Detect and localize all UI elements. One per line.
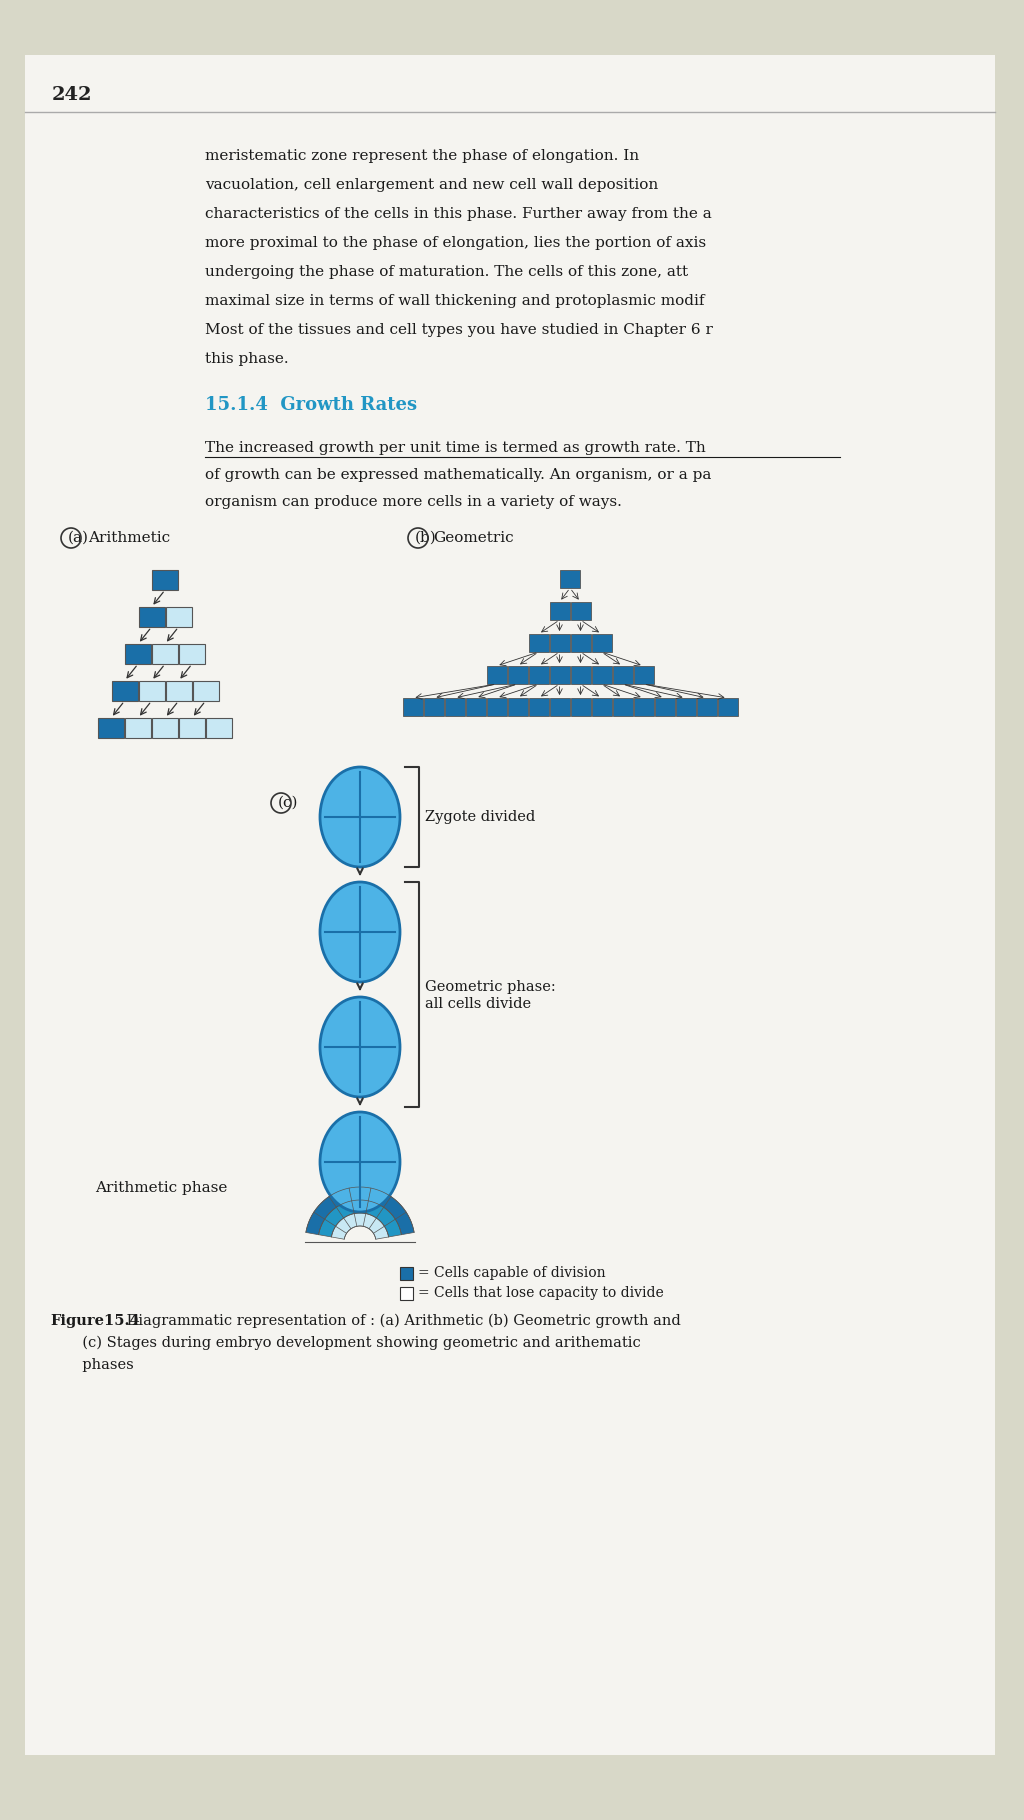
Bar <box>696 699 717 715</box>
Bar <box>400 1267 413 1279</box>
Bar <box>560 570 580 588</box>
Bar <box>654 699 675 715</box>
Bar <box>592 633 611 652</box>
Text: vacuolation, cell enlargement and new cell wall deposition: vacuolation, cell enlargement and new ce… <box>205 178 658 191</box>
Ellipse shape <box>319 766 400 866</box>
Bar <box>166 681 191 701</box>
Ellipse shape <box>319 883 400 983</box>
Bar <box>718 699 737 715</box>
Bar <box>206 719 232 737</box>
Bar <box>592 666 611 684</box>
Bar <box>112 681 137 701</box>
Text: Geometric phase:: Geometric phase: <box>425 979 556 994</box>
Bar <box>634 666 653 684</box>
Ellipse shape <box>319 1112 400 1212</box>
Text: more proximal to the phase of elongation, lies the portion of axis: more proximal to the phase of elongation… <box>205 237 707 249</box>
Text: Zygote divided: Zygote divided <box>425 810 536 824</box>
Bar <box>550 699 569 715</box>
Bar <box>466 699 485 715</box>
Bar <box>550 666 569 684</box>
Bar <box>570 666 591 684</box>
Bar <box>179 644 205 664</box>
Text: (a): (a) <box>68 531 89 544</box>
Bar <box>125 719 151 737</box>
Bar <box>508 699 527 715</box>
Text: phases: phases <box>50 1358 134 1372</box>
Text: of growth can be expressed mathematically. An organism, or a pa: of growth can be expressed mathematicall… <box>205 468 712 482</box>
Bar <box>424 699 443 715</box>
Bar <box>138 608 165 628</box>
Bar <box>179 719 205 737</box>
Bar <box>166 608 191 628</box>
Bar <box>550 633 569 652</box>
Text: = Cells that lose capacity to divide: = Cells that lose capacity to divide <box>418 1287 664 1301</box>
Bar <box>98 719 124 737</box>
Bar <box>138 681 165 701</box>
Text: Arithmetic phase: Arithmetic phase <box>95 1181 227 1196</box>
Text: organism can produce more cells in a variety of ways.: organism can produce more cells in a var… <box>205 495 622 510</box>
Bar <box>612 699 633 715</box>
Bar <box>570 602 591 621</box>
Text: meristematic zone represent the phase of elongation. In: meristematic zone represent the phase of… <box>205 149 639 164</box>
Bar <box>125 644 151 664</box>
Bar <box>152 719 178 737</box>
Text: = Cells capable of division: = Cells capable of division <box>418 1267 605 1281</box>
Bar <box>402 699 423 715</box>
Text: Diagrammatic representation of : (a) Arithmetic (b) Geometric growth and: Diagrammatic representation of : (a) Ari… <box>122 1314 681 1329</box>
Bar <box>528 633 549 652</box>
Bar <box>508 666 527 684</box>
Text: (c): (c) <box>278 795 299 810</box>
Text: undergoing the phase of maturation. The cells of this zone, att: undergoing the phase of maturation. The … <box>205 266 688 278</box>
Bar <box>592 699 611 715</box>
Ellipse shape <box>319 997 400 1097</box>
Bar <box>152 570 178 590</box>
Bar <box>528 666 549 684</box>
Polygon shape <box>306 1187 414 1234</box>
Text: Figure15.4: Figure15.4 <box>50 1314 139 1329</box>
Text: all cells divide: all cells divide <box>425 997 531 1012</box>
Text: Geometric: Geometric <box>433 531 514 544</box>
Bar <box>152 644 178 664</box>
Text: (b): (b) <box>415 531 437 544</box>
Bar <box>634 699 653 715</box>
Bar <box>400 1287 413 1299</box>
Bar <box>444 699 465 715</box>
Text: Arithmetic: Arithmetic <box>88 531 170 544</box>
Text: The increased growth per unit time is termed as growth rate. Th: The increased growth per unit time is te… <box>205 440 706 455</box>
Text: 15.1.4  Growth Rates: 15.1.4 Growth Rates <box>205 397 417 413</box>
Bar <box>612 666 633 684</box>
Text: Most of the tissues and cell types you have studied in Chapter 6 r: Most of the tissues and cell types you h… <box>205 322 713 337</box>
Bar <box>193 681 218 701</box>
Polygon shape <box>318 1199 401 1238</box>
Bar <box>486 666 507 684</box>
Bar <box>570 633 591 652</box>
Bar <box>570 699 591 715</box>
Bar <box>676 699 695 715</box>
Text: maximal size in terms of wall thickening and protoplasmic modif: maximal size in terms of wall thickening… <box>205 295 705 308</box>
Text: 242: 242 <box>52 86 92 104</box>
Text: this phase.: this phase. <box>205 351 289 366</box>
Bar <box>486 699 507 715</box>
Bar <box>528 699 549 715</box>
Text: characteristics of the cells in this phase. Further away from the a: characteristics of the cells in this pha… <box>205 207 712 220</box>
Text: (c) Stages during embryo development showing geometric and arithematic: (c) Stages during embryo development sho… <box>50 1336 641 1350</box>
Polygon shape <box>332 1212 388 1239</box>
Bar <box>550 602 569 621</box>
